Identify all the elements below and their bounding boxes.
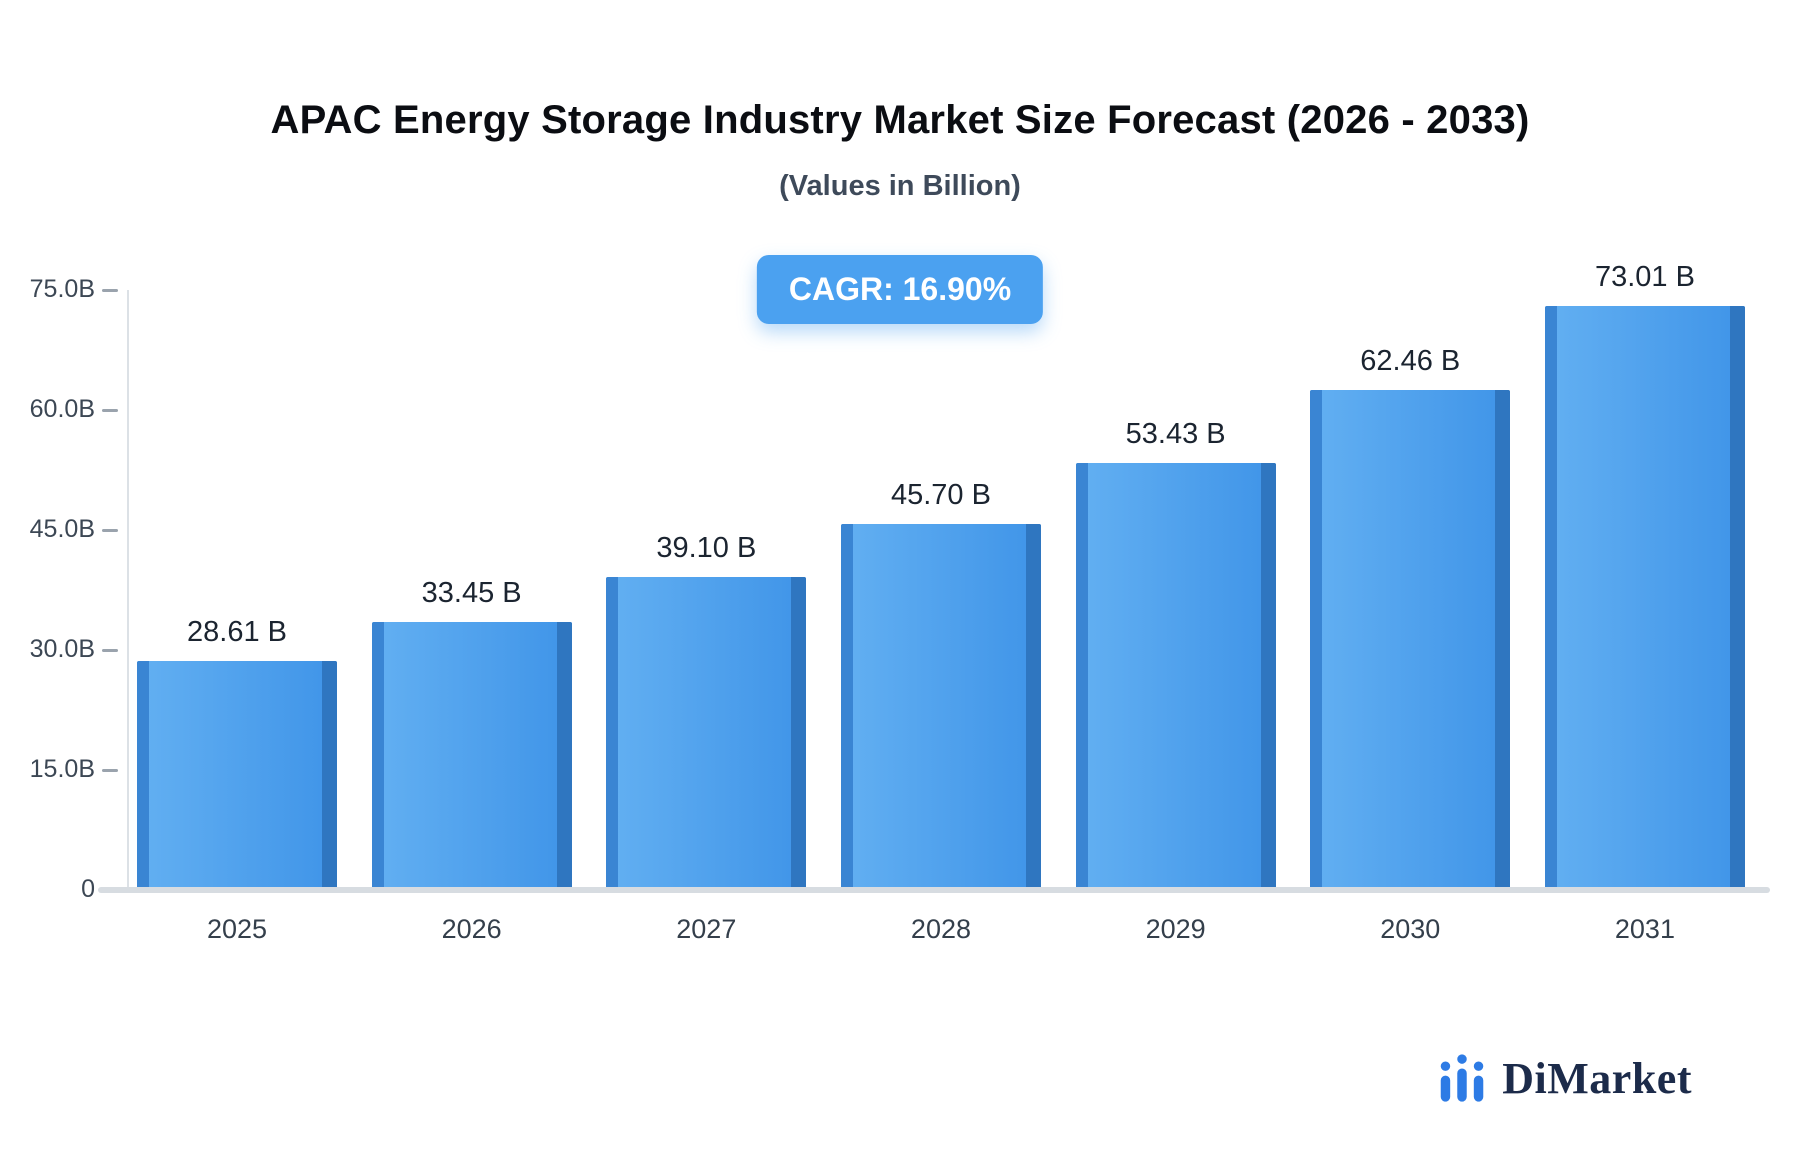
bar-value-label-2026: 33.45 B	[421, 577, 522, 610]
bar-value-label-2025: 28.61 B	[187, 616, 287, 649]
x-axis-label-2028: 2028	[910, 914, 971, 944]
bar-2028: 45.70 B	[840, 479, 1041, 890]
ytick-label-15.0B: 15.0B	[29, 755, 95, 783]
bar-value-label-2029: 53.43 B	[1125, 417, 1226, 450]
dimarket-logo-icon	[1441, 1054, 1484, 1102]
ytick-label-45.0B: 45.0B	[29, 515, 95, 543]
cagr-badge: CAGR: 16.90%	[756, 255, 1044, 324]
bar-group-2025: 28.61 B 2025	[137, 290, 337, 944]
x-axis-label-2025: 2025	[206, 914, 268, 944]
y-axis-line	[127, 290, 129, 890]
ytick-mark	[102, 528, 118, 532]
bar-2031: 73.01 B	[1544, 261, 1745, 891]
ytick-mark	[102, 648, 118, 652]
bar-value-label-2030: 62.46 B	[1360, 345, 1461, 378]
bar-2029: 53.43 B	[1075, 418, 1276, 891]
bar-2030: 62.46 B	[1310, 345, 1511, 890]
x-axis-label-2031: 2031	[1614, 914, 1675, 944]
chart-subtitle: (Values in Billion)	[779, 170, 1021, 202]
x-axis-line	[98, 887, 1770, 893]
bar-chart: 0 15.0B 30.0B 45.0B 60.0B 75.0B 28.61 B 2025 33…	[0, 261, 1800, 944]
bar-value-label-2031: 73.01 B	[1594, 260, 1695, 293]
bar-group-2029: 53.43 B 2029	[1075, 290, 1276, 944]
ytick-label-0: 0	[81, 875, 95, 903]
y-axis: 0 15.0B 30.0B 45.0B 60.0B 75.0B	[0, 275, 127, 903]
x-axis-label-2027: 2027	[676, 914, 737, 944]
x-axis-label-2026: 2026	[441, 914, 502, 944]
ytick-mark	[102, 408, 118, 412]
bar-2026: 33.45 B	[371, 577, 572, 890]
x-axis-label-2029: 2029	[1145, 914, 1206, 944]
ytick-label-30.0B: 30.0B	[29, 635, 95, 663]
bar-group-2026: 33.45 B 2026	[371, 290, 572, 944]
ytick-label-75.0B: 75.0B	[29, 275, 95, 303]
bar-2025: 28.61 B	[137, 616, 337, 890]
dimarket-logo-text: DiMarket	[1502, 1053, 1692, 1103]
ytick-label-60.0B: 60.0B	[29, 395, 95, 423]
bar-value-label-2028: 45.70 B	[890, 479, 991, 512]
chart-title: APAC Energy Storage Industry Market Size…	[270, 98, 1530, 142]
bar-group-2027: 39.10 B 2027	[606, 290, 807, 944]
cagr-badge-label: CAGR: 16.90%	[788, 271, 1012, 307]
bar-value-label-2027: 39.10 B	[656, 532, 757, 565]
bar-group-2030: 62.46 B 2030	[1310, 290, 1511, 944]
bar-2027: 39.10 B	[606, 532, 807, 890]
plot-area: 28.61 B 2025 33.45 B 2026 39.10 B 2027 45.70 B…	[127, 261, 1755, 944]
ytick-mark	[102, 768, 118, 772]
ytick-mark	[102, 288, 118, 292]
x-axis-label-2030: 2030	[1380, 914, 1441, 944]
bar-group-2031: 73.01 B 2031	[1544, 261, 1745, 944]
bar-group-2028: 45.70 B 2028	[840, 290, 1041, 944]
dimarket-logo: DiMarket	[1436, 1052, 1692, 1104]
